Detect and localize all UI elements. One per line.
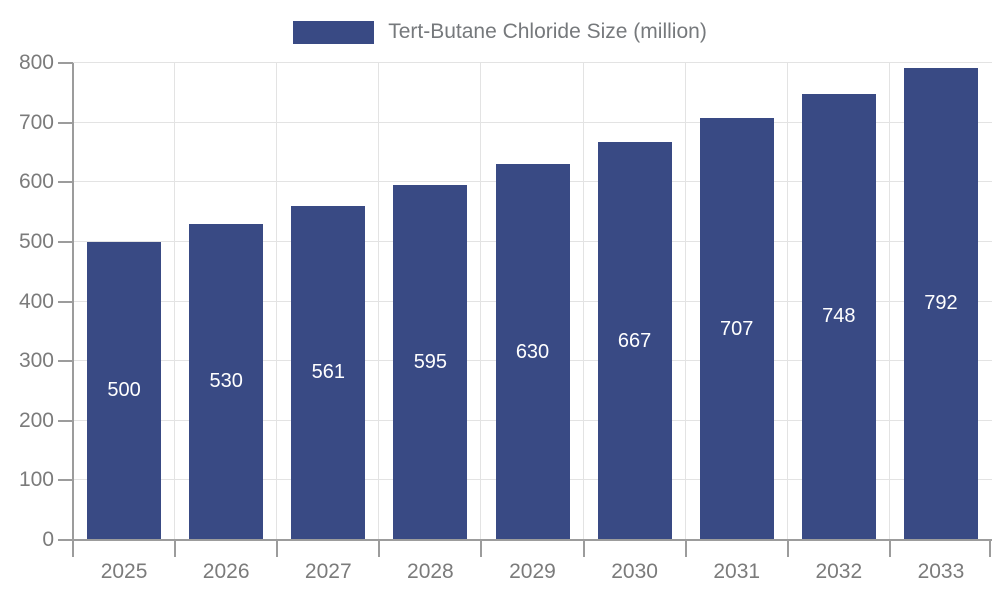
bar: 630 — [495, 164, 570, 540]
x-tick-mark — [786, 540, 789, 557]
x-tick-mark — [72, 540, 74, 557]
x-tick-label: 2033 — [917, 560, 965, 583]
x-tick-label: 2032 — [815, 560, 863, 583]
y-tick-mark — [58, 62, 73, 64]
bar-value-label: 792 — [924, 292, 958, 315]
y-tick-label: 100 — [18, 468, 54, 492]
x-gridline — [480, 63, 482, 540]
x-tick-mark — [378, 540, 381, 557]
y-tick-label: 600 — [18, 170, 54, 194]
x-tick-label: 2029 — [509, 560, 556, 583]
bar-value-label: 748 — [822, 305, 856, 328]
y-tick-mark — [58, 419, 73, 422]
x-tick-mark — [276, 540, 279, 557]
bar-value-label: 630 — [515, 340, 550, 363]
y-gridline — [73, 121, 992, 123]
legend-swatch — [293, 20, 375, 44]
y-tick-label: 0 — [42, 528, 54, 551]
x-tick-mark — [582, 540, 585, 557]
legend: Tert-Butane Chloride Size (million) — [0, 17, 1000, 47]
x-gridline — [786, 63, 788, 540]
y-tick-mark — [58, 479, 73, 482]
y-tick-label: 400 — [18, 289, 54, 313]
x-tick-label: 2031 — [713, 560, 761, 583]
x-tick-label: 2030 — [611, 560, 658, 583]
bar: 595 — [393, 185, 468, 540]
legend-label: Tert-Butane Chloride Size (million) — [388, 20, 707, 43]
x-gridline — [582, 63, 584, 540]
y-tick-label: 800 — [18, 51, 54, 74]
bar-value-label: 530 — [209, 370, 243, 393]
y-tick-label: 300 — [18, 349, 54, 373]
x-gridline — [174, 63, 176, 540]
y-gridline — [73, 62, 992, 63]
x-tick-mark — [684, 540, 687, 557]
x-tick-mark — [480, 540, 483, 557]
x-tick-mark — [989, 540, 991, 557]
y-tick-label: 200 — [18, 408, 54, 432]
bar: 667 — [597, 142, 672, 540]
bar: 561 — [291, 205, 366, 540]
y-tick-mark — [58, 300, 73, 303]
x-gridline — [276, 63, 278, 540]
plot-area: 0 100 200 300 400 500 600 700 800 500 2025 530 2026 5… — [19, 51, 992, 583]
x-tick-mark — [888, 540, 891, 557]
bar-value-label: 667 — [617, 329, 652, 352]
x-gridline — [684, 63, 686, 540]
y-tick-mark — [58, 240, 73, 243]
bar: 748 — [801, 94, 876, 540]
bar-value-label: 595 — [413, 351, 448, 374]
bar: 500 — [87, 241, 162, 540]
y-tick-label: 500 — [18, 229, 54, 253]
y-tick-mark — [58, 360, 73, 363]
bar-value-label: 561 — [311, 361, 345, 384]
y-tick-mark — [58, 539, 73, 541]
x-tick-label: 2027 — [304, 560, 352, 583]
x-tick-mark — [174, 540, 177, 557]
y-tick-label: 700 — [18, 110, 54, 134]
bar: 792 — [903, 67, 978, 540]
bar-value-label: 500 — [107, 379, 141, 402]
bar: 707 — [699, 118, 774, 540]
y-axis-line — [72, 63, 74, 541]
x-tick-label: 2028 — [407, 560, 454, 583]
x-gridline — [888, 63, 890, 540]
x-tick-label: 2026 — [202, 560, 250, 583]
bar: 530 — [189, 223, 264, 540]
x-tick-label: 2025 — [100, 560, 148, 583]
y-tick-mark — [58, 181, 73, 184]
x-axis-line — [73, 539, 992, 541]
x-gridline — [378, 63, 380, 540]
y-tick-mark — [58, 121, 73, 124]
bar-value-label: 707 — [720, 317, 754, 340]
